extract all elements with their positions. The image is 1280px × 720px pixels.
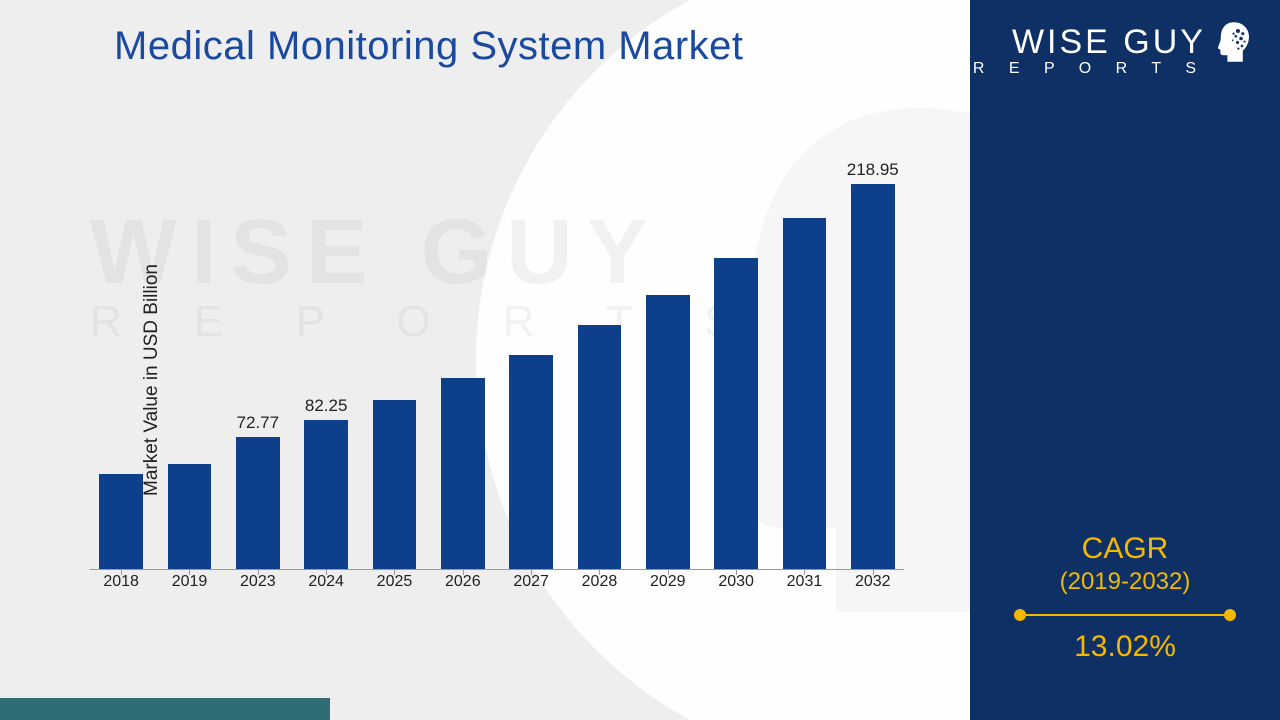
bar xyxy=(851,184,894,569)
bar-wrap: 2028 xyxy=(572,160,626,569)
bar xyxy=(714,258,757,569)
x-tick-label: 2024 xyxy=(308,573,344,591)
x-tick-label: 2031 xyxy=(787,573,823,591)
bar-value-label: 82.25 xyxy=(305,396,348,416)
x-tick-label: 2018 xyxy=(103,573,139,591)
bar-wrap: 2027 xyxy=(504,160,558,569)
footer-accent-bar xyxy=(0,698,330,720)
cagr-value: 13.02% xyxy=(1010,630,1240,664)
x-tick-label: 2023 xyxy=(240,573,276,591)
bar-wrap: 82.252024 xyxy=(299,160,353,569)
cagr-label: CAGR xyxy=(1010,532,1240,566)
x-tick-label: 2028 xyxy=(582,573,618,591)
cagr-block: CAGR (2019-2032) 13.02% xyxy=(1010,532,1240,664)
x-tick-label: 2019 xyxy=(172,573,208,591)
bar xyxy=(783,218,826,569)
bar xyxy=(578,325,621,569)
bar-wrap: 2018 xyxy=(94,160,148,569)
x-tick-label: 2025 xyxy=(377,573,413,591)
bar xyxy=(99,474,142,569)
bar xyxy=(646,295,689,569)
x-tick-label: 2030 xyxy=(718,573,754,591)
bar xyxy=(304,420,347,570)
cagr-divider xyxy=(1020,614,1230,616)
bar-wrap: 218.952032 xyxy=(846,160,900,569)
x-tick-label: 2026 xyxy=(445,573,481,591)
bar-value-label: 218.95 xyxy=(847,160,899,180)
plot-area: 2018 2019 72.772023 82.252024 2025 2026 2027 20… xyxy=(90,160,904,570)
bar-value-label: 72.77 xyxy=(237,413,280,433)
logo-text-line1: WISE GUY xyxy=(1012,23,1206,62)
chart-title: Medical Monitoring System Market xyxy=(114,24,744,69)
bar-chart: Market Value in USD Billion 2018201972.7… xyxy=(64,160,904,600)
bar xyxy=(373,400,416,569)
logo-head-icon xyxy=(1212,20,1256,64)
bar xyxy=(441,378,484,569)
bar-wrap: 2025 xyxy=(367,160,421,569)
bar-wrap: 2029 xyxy=(641,160,695,569)
bar-wrap: 2031 xyxy=(777,160,831,569)
bar xyxy=(236,437,279,569)
x-tick-label: 2027 xyxy=(513,573,549,591)
bar-wrap: 2030 xyxy=(709,160,763,569)
page-root: WISE GUY R E P O R T S WISE GUY R E P O … xyxy=(0,0,1280,720)
x-tick-label: 2032 xyxy=(855,573,891,591)
bar xyxy=(168,464,211,569)
x-tick-label: 2029 xyxy=(650,573,686,591)
bar-wrap: 72.772023 xyxy=(231,160,285,569)
bar xyxy=(509,355,552,569)
brand-logo: WISE GUY R E P O R T S xyxy=(973,20,1256,78)
cagr-range: (2019-2032) xyxy=(1010,568,1240,596)
bar-wrap: 2026 xyxy=(436,160,490,569)
bar-wrap: 2019 xyxy=(162,160,216,569)
